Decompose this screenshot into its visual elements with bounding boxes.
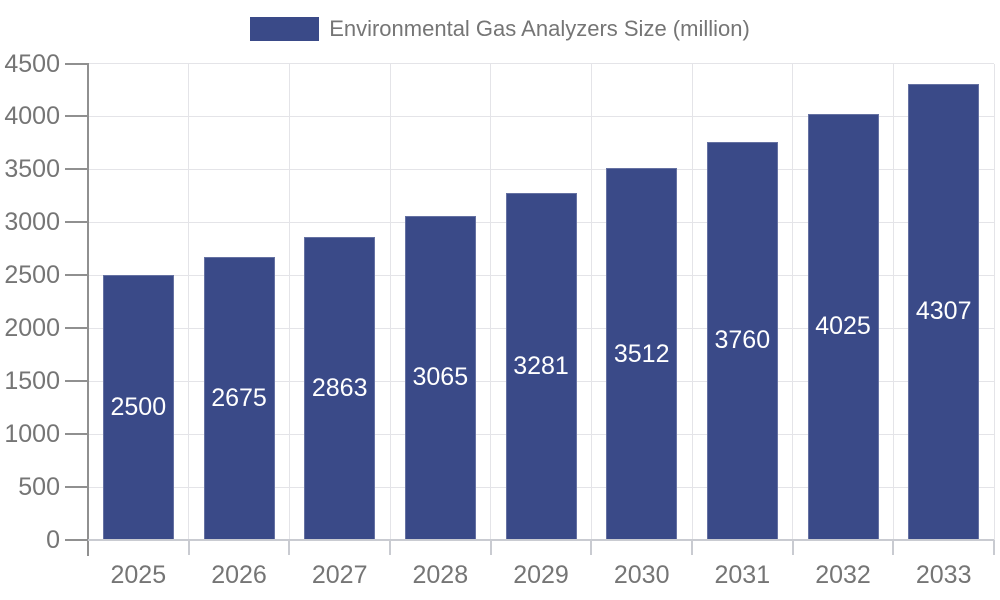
x-axis-tick-label: 2028 [412,561,469,589]
y-axis-tick-label: 4000 [4,102,60,131]
y-axis-tick-label: 1500 [4,367,60,396]
x-gridline [188,63,190,540]
y-axis-tick-label: 0 [46,526,60,554]
legend-swatch [250,17,320,41]
y-gridline [88,115,994,117]
y-axis-tick [65,486,88,489]
x-axis-tick [691,540,693,555]
y-gridline [88,168,994,170]
x-gridline [691,63,693,540]
bar-value-label: 2675 [211,383,267,412]
x-axis-line [88,539,994,541]
y-gridline [88,63,994,64]
y-axis-tick-label: 3000 [4,208,60,237]
x-axis-tick [590,540,593,555]
x-axis-tick-label: 2033 [915,561,972,589]
y-axis-tick [65,221,88,224]
bar-value-label: 4307 [915,297,972,326]
x-axis-tick-label: 2030 [613,561,670,589]
y-axis-tick-label: 2500 [4,261,60,290]
y-axis-tick [65,539,88,541]
x-gridline [993,63,995,540]
y-axis-tick [65,433,88,436]
x-gridline [288,63,290,540]
x-axis-tick [288,540,291,555]
x-gridline [389,63,391,540]
y-axis-tick-label: 500 [18,473,60,502]
y-axis-tick [65,168,88,171]
bar-value-label: 4025 [815,312,871,341]
bar-value-label: 3065 [412,363,469,392]
y-axis-line [87,63,89,556]
x-gridline [490,63,492,540]
bar-2029[interactable]: 3281 [505,192,577,540]
bar-2032[interactable]: 4025 [807,113,879,540]
y-axis-tick [65,380,88,383]
bar-2026[interactable]: 2675 [203,256,275,540]
bar-2031[interactable]: 3760 [706,141,778,540]
x-axis-tick-label: 2031 [714,561,771,589]
x-axis-tick-label: 2025 [110,561,167,589]
y-axis-tick-label: 1000 [4,420,60,449]
bar-value-label: 3281 [513,351,569,380]
x-gridline [792,63,794,540]
bar-2027[interactable]: 2863 [304,236,376,540]
bar-value-label: 2863 [311,373,368,402]
x-axis-tick [489,540,492,555]
y-axis-tick [65,115,88,118]
x-axis-tick [187,540,190,555]
x-axis-tick-label: 2026 [211,561,267,589]
x-gridline [590,63,592,540]
bar-2028[interactable]: 3065 [404,215,476,540]
bar-2025[interactable]: 2500 [102,275,174,540]
bar-2030[interactable]: 3512 [606,168,678,540]
x-axis-tick [389,540,391,555]
legend-label: Environmental Gas Analyzers Size (millio… [329,16,750,41]
x-axis-tick [892,540,895,555]
x-gridline [892,63,894,540]
bar-value-label: 3760 [714,326,771,355]
y-axis-tick [65,274,88,277]
y-axis-tick-label: 2000 [4,314,60,343]
y-axis-tick-label: 3500 [4,155,60,184]
x-axis-tick [791,540,794,555]
x-axis-tick-label: 2027 [311,561,368,589]
x-axis-tick-label: 2029 [513,561,569,589]
bar-2033[interactable]: 4307 [908,83,980,540]
x-axis-tick [993,540,995,555]
bar-value-label: 3512 [613,339,670,368]
y-axis-tick [65,62,88,65]
bar-value-label: 2500 [110,393,167,422]
legend-item[interactable]: Environmental Gas Analyzers Size (millio… [0,16,1000,42]
y-axis-tick [65,327,88,330]
x-axis-tick-label: 2032 [815,561,871,589]
y-axis-tick-label: 4500 [4,49,60,78]
